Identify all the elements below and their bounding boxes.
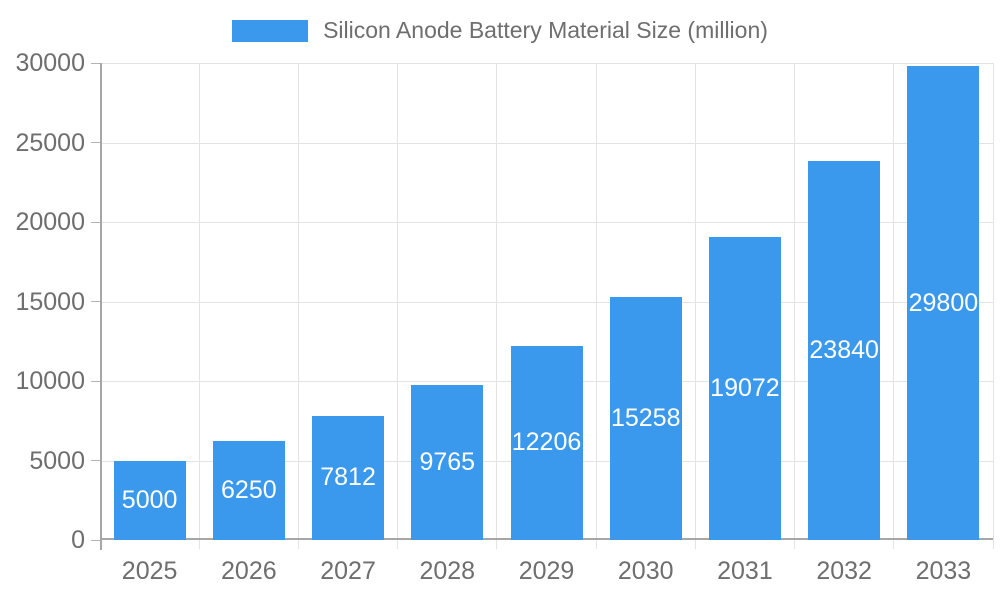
x-axis-label-2032: 2032 <box>816 557 872 585</box>
gridline-x-1 <box>198 63 200 549</box>
gridline-y-15000 <box>100 301 993 303</box>
legend[interactable]: Silicon Anode Battery Material Size (mil… <box>0 17 1000 44</box>
bar-value-2029: 12206 <box>511 428 582 457</box>
x-axis-label-2029: 2029 <box>518 557 575 585</box>
bar-value-2032: 23840 <box>809 335 879 364</box>
bar-2025[interactable]: 5000 <box>113 460 186 540</box>
x-axis-label-2025: 2025 <box>121 557 178 585</box>
bar-2030[interactable]: 15258 <box>609 297 682 540</box>
bar-value-2027: 7812 <box>320 463 376 492</box>
x-axis-label-2028: 2028 <box>419 557 476 585</box>
bar-value-2026: 6250 <box>221 475 277 504</box>
gridline-y-20000 <box>100 222 993 223</box>
gridline-y-30000 <box>100 63 993 64</box>
x-axis-label-2033: 2033 <box>915 557 972 585</box>
y-axis-label-30000: 30000 <box>15 49 85 77</box>
y-tick-30000 <box>91 62 100 64</box>
bar-value-2025: 5000 <box>121 485 178 514</box>
bar-2031[interactable]: 19072 <box>708 236 781 540</box>
y-tick-10000 <box>91 380 100 382</box>
y-axis-label-10000: 10000 <box>15 367 85 395</box>
gridline-x-8 <box>893 63 895 549</box>
bar-2032[interactable]: 23840 <box>808 160 881 540</box>
gridline-x-9 <box>992 63 994 549</box>
y-tick-0 <box>91 539 100 541</box>
gridline-x-4 <box>496 63 498 549</box>
y-axis-label-5000: 5000 <box>29 446 85 475</box>
gridline-y-25000 <box>100 142 993 144</box>
y-tick-15000 <box>91 301 100 302</box>
bar-2028[interactable]: 9765 <box>411 384 484 540</box>
y-axis-line <box>100 63 102 550</box>
bar-value-2030: 15258 <box>610 404 681 433</box>
y-tick-5000 <box>91 460 100 461</box>
gridline-x-7 <box>794 63 796 549</box>
gridline-x-6 <box>694 63 696 549</box>
bar-2029[interactable]: 12206 <box>510 345 583 540</box>
y-axis-label-20000: 20000 <box>15 208 85 236</box>
y-axis-label-25000: 25000 <box>15 128 85 157</box>
x-axis-label-2027: 2027 <box>320 557 376 585</box>
gridline-x-2 <box>297 63 299 549</box>
y-tick-25000 <box>91 142 100 143</box>
gridline-x-3 <box>397 63 399 549</box>
bar-2026[interactable]: 6250 <box>212 440 285 540</box>
y-axis-label-0: 0 <box>71 526 85 554</box>
plot-area: 0 5000 10000 15000 20000 25000 30000 5000 2025 62… <box>15 50 994 585</box>
bar-value-2028: 9765 <box>419 447 476 476</box>
gridline-x-5 <box>595 63 597 549</box>
y-axis-label-15000: 15000 <box>15 287 85 316</box>
x-axis-label-2026: 2026 <box>221 557 277 585</box>
x-axis-label-2030: 2030 <box>617 557 674 585</box>
bar-2027[interactable]: 7812 <box>312 415 385 540</box>
bar-value-2031: 19072 <box>710 373 780 402</box>
legend-swatch <box>232 19 309 42</box>
bar-value-2033: 29800 <box>908 288 979 317</box>
x-axis-label-2031: 2031 <box>717 557 773 585</box>
legend-label: Silicon Anode Battery Material Size (mil… <box>323 17 768 43</box>
y-tick-20000 <box>91 221 100 223</box>
bar-2033[interactable]: 29800 <box>907 66 980 540</box>
